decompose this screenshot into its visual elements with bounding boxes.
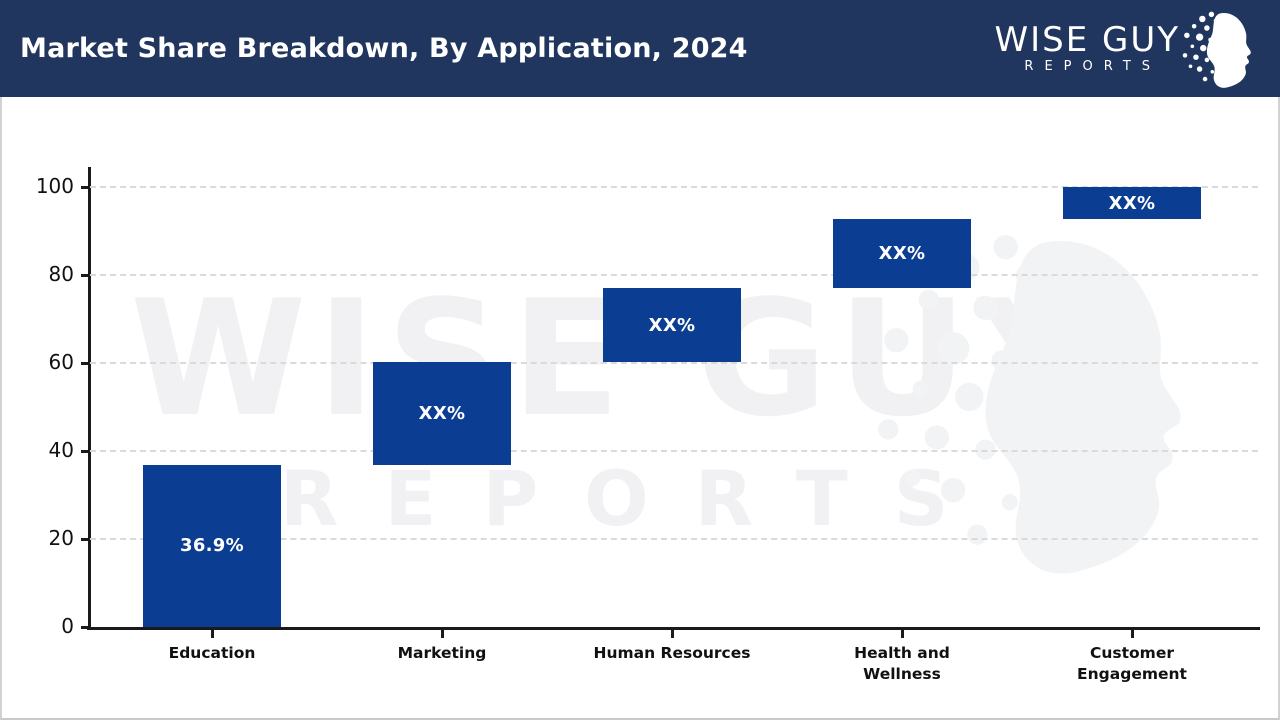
x-tick-4: [901, 630, 904, 638]
x-label-line: Wellness: [863, 664, 941, 683]
gridline-40: [90, 450, 1258, 452]
bar-value-label: XX%: [878, 243, 926, 265]
x-label-line: Health and: [854, 644, 950, 662]
header: Market Share Breakdown, By Application, …: [0, 0, 1280, 97]
y-tick-100: [81, 186, 89, 189]
x-label-customer-engagement: Customer Engagement: [1032, 643, 1232, 685]
brand-logo: WISE GUY REPORTS: [994, 8, 1254, 90]
bar-health-and-wellness: XX%: [833, 219, 971, 289]
x-label-line: Marketing: [397, 644, 487, 662]
x-label-line: Human Resources: [593, 644, 751, 662]
x-label-human-resources: Human Resources: [572, 643, 772, 664]
gridline-80: [90, 274, 1258, 276]
y-axis-line: [88, 167, 91, 627]
bar-customer-engagement: XX%: [1063, 187, 1201, 220]
y-tick-label-40: 40: [48, 438, 74, 462]
x-tick-1: [211, 630, 214, 638]
y-tick-label-60: 60: [48, 350, 74, 374]
y-tick-40: [81, 450, 89, 453]
waterfall-chart: 0 20 40 60 80 100 36.9% Education XX% Marketing XX…: [2, 97, 1278, 718]
y-tick-label-80: 80: [48, 262, 74, 286]
bar-human-resources: XX%: [603, 288, 741, 363]
bar-value-label: XX%: [1108, 192, 1156, 214]
bar-value-label: XX%: [418, 402, 466, 424]
y-tick-label-0: 0: [61, 614, 74, 638]
y-tick-label-100: 100: [35, 174, 74, 198]
gridline-100: [90, 186, 1258, 188]
gridline-60: [90, 362, 1258, 364]
y-tick-60: [81, 362, 89, 365]
brand-logo-text: WISE GUY REPORTS: [994, 19, 1180, 75]
x-label-marketing: Marketing: [342, 643, 542, 664]
bar-value-label: XX%: [648, 314, 696, 336]
x-label-line: Education: [168, 644, 256, 662]
bar-education: 36.9%: [143, 464, 281, 627]
x-label-line: Engagement: [1077, 664, 1187, 683]
gridline-20: [90, 538, 1258, 540]
x-axis-line: [87, 627, 1260, 630]
dotted-head-icon: [1182, 11, 1251, 88]
y-tick-label-20: 20: [48, 526, 74, 550]
chart-area: WISE GUY REPORTS 0 20 40 60 80 100 36.9% Educat…: [0, 97, 1280, 720]
brand-name: WISE GUY: [994, 19, 1180, 60]
y-tick-20: [81, 538, 89, 541]
y-tick-0: [81, 626, 89, 629]
x-label-health-and-wellness: Health and Wellness: [802, 643, 1002, 685]
page-title: Market Share Breakdown, By Application, …: [20, 33, 748, 64]
x-tick-3: [671, 630, 674, 638]
x-label-education: Education: [112, 643, 312, 664]
x-tick-5: [1131, 630, 1134, 638]
brand-subname: REPORTS: [1024, 59, 1162, 75]
y-tick-80: [81, 274, 89, 277]
x-label-line: Customer: [1089, 644, 1174, 662]
bar-marketing: XX%: [373, 362, 511, 465]
x-tick-2: [441, 630, 444, 638]
bar-value-label: 36.9%: [180, 535, 244, 557]
